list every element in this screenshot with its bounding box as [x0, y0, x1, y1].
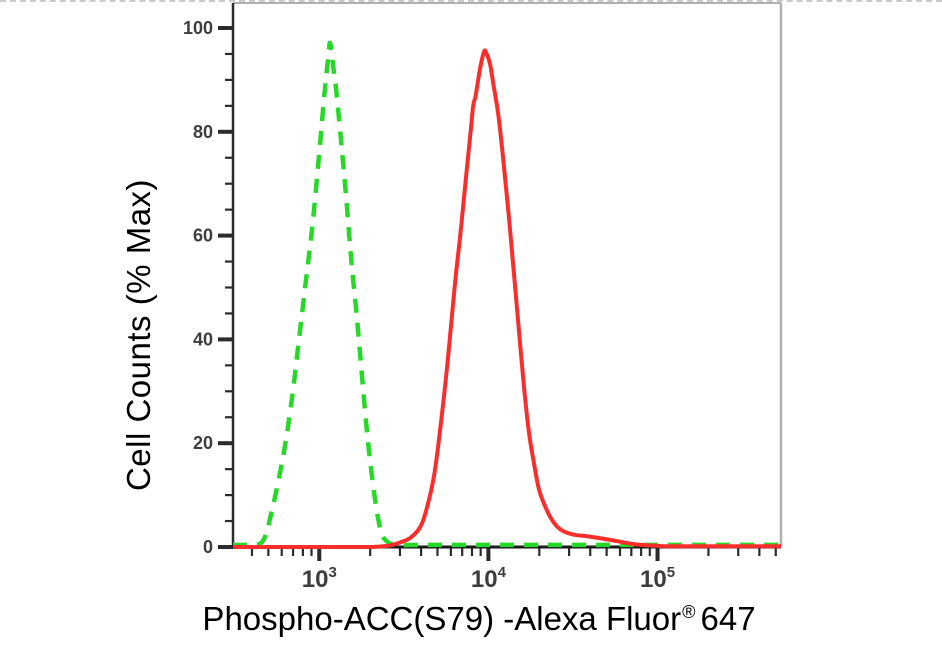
x-axis-title-suffix: 647 [700, 600, 756, 637]
x-tick-label: 104 [471, 564, 507, 593]
series-red-solid-histogram [233, 48, 781, 550]
y-tick-label: 20 [193, 433, 213, 453]
y-tick-label: 80 [193, 122, 213, 142]
y-tick-label: 0 [203, 537, 213, 557]
y-tick-label: 100 [183, 18, 213, 38]
x-tick-label: 105 [640, 564, 675, 593]
x-axis-title-main: Phospho-ACC(S79) -Alexa Fluor [202, 600, 682, 637]
y-axis-title-text: Cell Counts (% Max) [120, 178, 157, 492]
series-green-dashed-histogram [232, 40, 781, 548]
y-tick-label: 60 [193, 226, 213, 246]
registered-trademark-symbol: ® [682, 602, 696, 622]
x-tick-label: 103 [302, 564, 337, 593]
x-axis-title: Phospho-ACC(S79) -Alexa Fluor® 647 [202, 599, 755, 639]
y-tick-label: 40 [193, 329, 213, 349]
y-axis-title: Cell Counts (% Max) [120, 179, 158, 491]
page-edge-dashed-line [0, 0, 942, 2]
